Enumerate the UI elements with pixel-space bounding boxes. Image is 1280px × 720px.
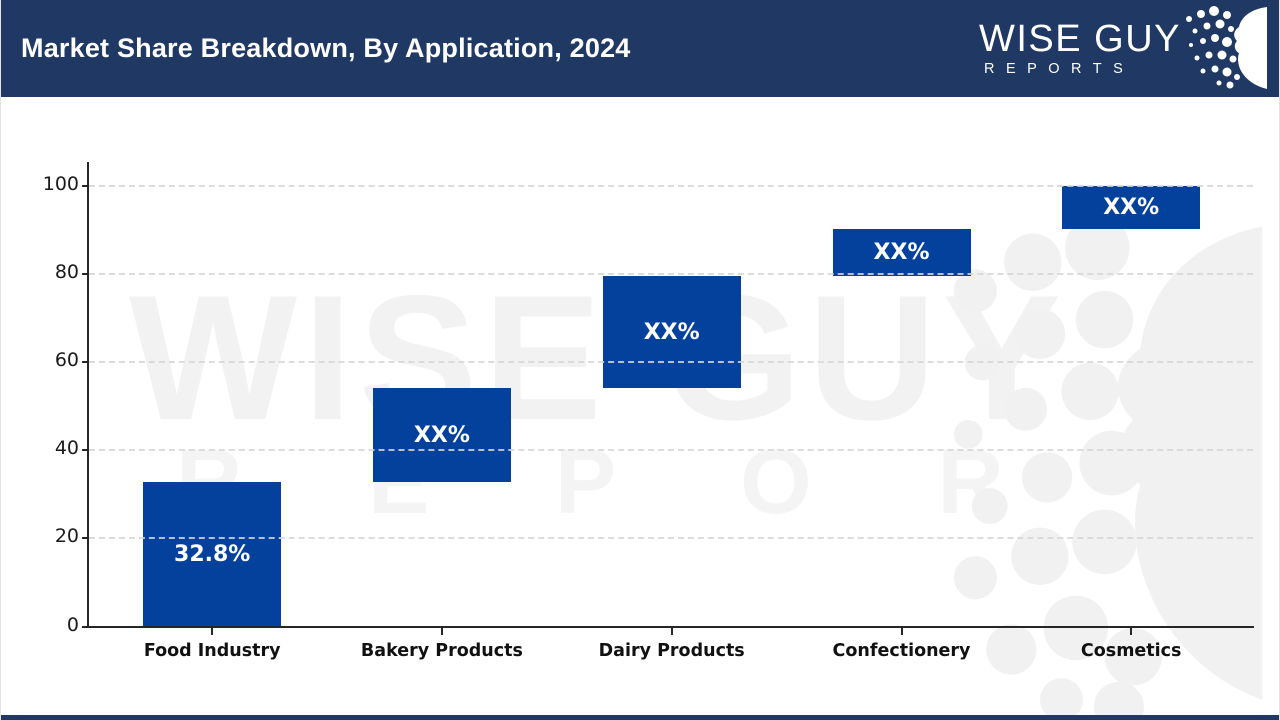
header-bar: Market Share Breakdown, By Application, … bbox=[1, 0, 1279, 97]
y-tick-mark-80 bbox=[82, 272, 89, 275]
x-category-label-3: Dairy Products bbox=[598, 641, 745, 661]
x-axis-spine bbox=[87, 626, 1254, 628]
y-tick-mark-40 bbox=[82, 449, 89, 452]
bar-cosmetics: XX% bbox=[1062, 185, 1201, 229]
chart-figure: WISE GUY R E P O R T S 32.8%XX%XX%XX%XX%… bbox=[1, 97, 1279, 720]
y-tick-label-80: 80 bbox=[54, 260, 79, 283]
x-tick-mark-5 bbox=[1130, 628, 1133, 635]
bar-dairy-products: XX% bbox=[602, 275, 741, 389]
x-category-label-2: Bakery Products bbox=[360, 641, 523, 661]
logo-wordmark-line1: WISE GUY bbox=[978, 18, 1181, 60]
bar-value-label: XX% bbox=[1103, 194, 1160, 220]
logo-wordmark-line2: REPORTS bbox=[983, 61, 1135, 77]
y-tick-mark-60 bbox=[82, 360, 89, 363]
y-tick-label-20: 20 bbox=[54, 525, 79, 548]
x-tick-mark-2 bbox=[440, 628, 443, 635]
x-tick-mark-1 bbox=[211, 628, 214, 635]
bar-value-label: XX% bbox=[643, 319, 700, 345]
logo-wordmark: WISE GUY REPORTS bbox=[979, 20, 1181, 77]
y-tick-mark-20 bbox=[82, 537, 89, 540]
watermark-text-line1: WISE GUY bbox=[129, 258, 1068, 457]
footer-bar bbox=[1, 715, 1279, 720]
y-tick-mark-100 bbox=[82, 184, 89, 187]
gridline-20 bbox=[89, 537, 1253, 540]
gridline-60 bbox=[89, 360, 1253, 363]
x-tick-mark-3 bbox=[670, 628, 673, 635]
watermark-face-icon bbox=[953, 215, 1263, 720]
logo-face-icon bbox=[1186, 5, 1267, 89]
bar-food-industry: 32.8% bbox=[143, 481, 282, 627]
x-category-label-4: Confectionery bbox=[832, 641, 971, 661]
gridline-80 bbox=[89, 272, 1253, 275]
y-tick-mark-0 bbox=[82, 625, 89, 628]
bar-value-label: XX% bbox=[413, 422, 470, 448]
wise-guy-reports-logo: WISE GUY REPORTS bbox=[979, 5, 1267, 93]
page-title: Market Share Breakdown, By Application, … bbox=[21, 33, 631, 63]
y-tick-label-40: 40 bbox=[54, 437, 79, 460]
bar-confectionery: XX% bbox=[832, 228, 971, 276]
x-category-label-5: Cosmetics bbox=[1080, 641, 1182, 661]
bar-bakery-products: XX% bbox=[372, 388, 511, 482]
y-tick-label-60: 60 bbox=[54, 348, 79, 371]
bar-value-label: XX% bbox=[873, 239, 930, 265]
bar-value-label: 32.8% bbox=[174, 541, 251, 567]
gridline-40 bbox=[89, 449, 1253, 452]
y-tick-label-100: 100 bbox=[42, 172, 79, 195]
x-category-label-1: Food Industry bbox=[143, 641, 281, 661]
x-tick-mark-4 bbox=[900, 628, 903, 635]
y-axis-spine bbox=[87, 162, 89, 628]
gridline-100 bbox=[89, 184, 1253, 187]
y-tick-label-0: 0 bbox=[66, 613, 79, 636]
